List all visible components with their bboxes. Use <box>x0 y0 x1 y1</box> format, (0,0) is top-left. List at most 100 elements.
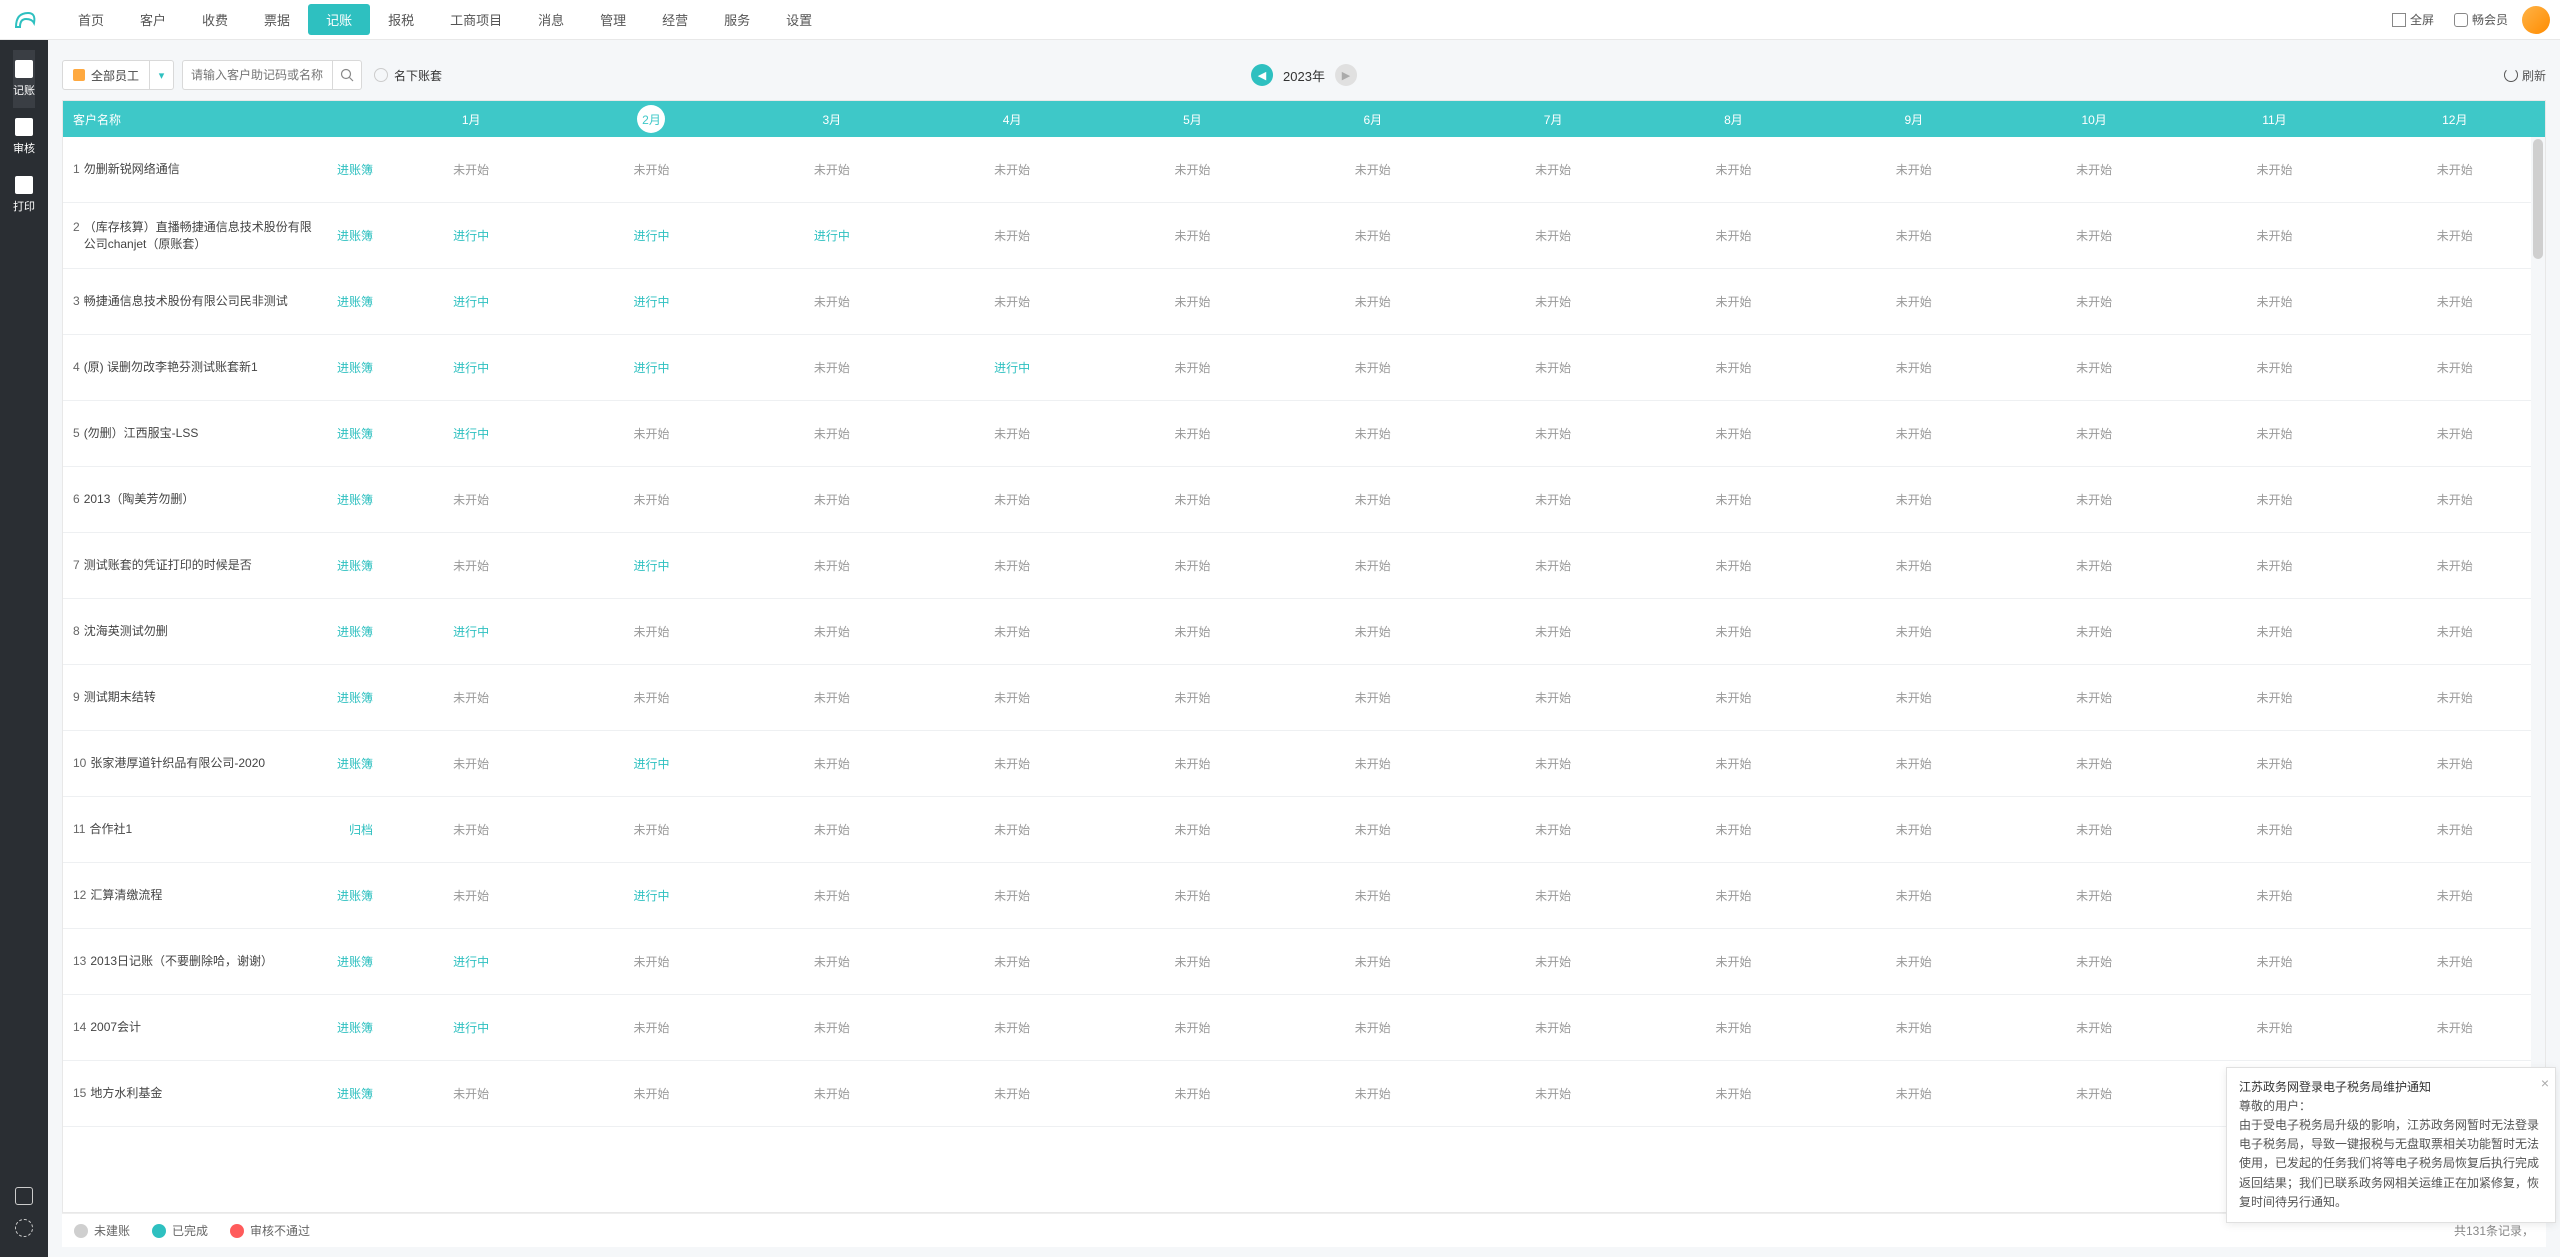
status-cell: 未开始 <box>633 955 669 969</box>
monitor-icon[interactable] <box>15 1187 33 1205</box>
topnav-item-7[interactable]: 消息 <box>520 4 582 35</box>
customer-name: 2007会计 <box>90 1019 141 1036</box>
ledger-link[interactable]: 进账簿 <box>337 425 373 442</box>
year-next-button[interactable]: ▶ <box>1335 64 1357 86</box>
search-button[interactable] <box>332 60 362 90</box>
header-month-3[interactable]: 3月 <box>742 111 922 128</box>
header-month-1[interactable]: 1月 <box>381 111 561 128</box>
status-cell: 未开始 <box>1896 163 1932 177</box>
ledger-link[interactable]: 进账簿 <box>337 1085 373 1102</box>
topnav-item-11[interactable]: 设置 <box>768 4 830 35</box>
ledger-link[interactable]: 进账簿 <box>337 623 373 640</box>
table-row: 5(勿删）江西服宝-LSS进账簿进行中未开始未开始未开始未开始未开始未开始未开始… <box>63 401 2545 467</box>
topnav-item-0[interactable]: 首页 <box>60 4 122 35</box>
topnav-item-1[interactable]: 客户 <box>122 4 184 35</box>
status-cell: 未开始 <box>1715 691 1751 705</box>
row-index: 13 <box>73 953 86 970</box>
status-cell: 未开始 <box>1535 757 1571 771</box>
notice-greeting: 尊敬的用户： <box>2239 1097 2543 1116</box>
status-cell: 进行中 <box>453 229 489 243</box>
customer-name: 地方水利基金 <box>90 1085 162 1102</box>
table-header: 客户名称1月2月3月4月5月6月7月8月9月10月11月12月 <box>63 101 2545 137</box>
topnav-item-4[interactable]: 记账 <box>308 4 370 35</box>
header-month-11[interactable]: 11月 <box>2184 111 2364 128</box>
ledger-link[interactable]: 进账簿 <box>337 887 373 904</box>
status-cell: 未开始 <box>1535 229 1571 243</box>
refresh-button[interactable]: 刷新 <box>2504 67 2546 84</box>
customer-name: 测试账套的凭证打印的时候是否 <box>84 557 252 574</box>
row-index: 5 <box>73 425 80 442</box>
settings-icon[interactable] <box>15 1219 33 1237</box>
customer-name: 2013（陶美芳勿删） <box>84 491 195 508</box>
notice-panel: × 江苏政务网登录电子税务局维护通知 尊敬的用户： 由于受电子税务局升级的影响，… <box>2226 1067 2556 1223</box>
status-cell: 进行中 <box>453 625 489 639</box>
sidebar-item-0[interactable]: 记账 <box>13 50 35 108</box>
header-month-10[interactable]: 10月 <box>2004 111 2184 128</box>
topnav-item-10[interactable]: 服务 <box>706 4 768 35</box>
topnav-item-2[interactable]: 收费 <box>184 4 246 35</box>
my-accounts-checkbox[interactable] <box>374 68 388 82</box>
status-cell: 未开始 <box>2437 625 2473 639</box>
header-month-2[interactable]: 2月 <box>561 111 741 128</box>
header-month-4[interactable]: 4月 <box>922 111 1102 128</box>
ledger-link[interactable]: 进账簿 <box>337 293 373 310</box>
status-cell: 未开始 <box>1174 823 1210 837</box>
header-month-8[interactable]: 8月 <box>1643 111 1823 128</box>
topnav-item-5[interactable]: 报税 <box>370 4 432 35</box>
header-month-12[interactable]: 12月 <box>2365 111 2545 128</box>
year-prev-button[interactable]: ◀ <box>1251 64 1273 86</box>
header-month-9[interactable]: 9月 <box>1824 111 2004 128</box>
status-cell: 未开始 <box>814 823 850 837</box>
fullscreen-label: 全屏 <box>2410 11 2434 28</box>
search-input[interactable] <box>182 60 332 90</box>
refresh-label: 刷新 <box>2522 67 2546 84</box>
refresh-icon <box>2504 68 2518 82</box>
year-label: 2023年 <box>1283 66 1325 85</box>
row-index: 11 <box>73 821 85 838</box>
topnav-item-6[interactable]: 工商项目 <box>432 4 520 35</box>
table-row: 62013（陶美芳勿删）进账簿未开始未开始未开始未开始未开始未开始未开始未开始未… <box>63 467 2545 533</box>
status-cell: 未开始 <box>1715 625 1751 639</box>
status-cell: 未开始 <box>1535 493 1571 507</box>
scrollbar[interactable] <box>2531 137 2545 1212</box>
topnav-item-8[interactable]: 管理 <box>582 4 644 35</box>
sidebar-item-2[interactable]: 打印 <box>13 166 35 224</box>
avatar[interactable] <box>2522 6 2550 34</box>
topnav-item-9[interactable]: 经营 <box>644 4 706 35</box>
ledger-link[interactable]: 进账簿 <box>337 755 373 772</box>
status-cell: 未开始 <box>1535 625 1571 639</box>
sidebar-item-1[interactable]: 审核 <box>13 108 35 166</box>
status-cell: 进行中 <box>633 757 669 771</box>
status-cell: 未开始 <box>2076 889 2112 903</box>
status-cell: 未开始 <box>2256 229 2292 243</box>
ledger-link[interactable]: 进账簿 <box>337 557 373 574</box>
sidebar-label: 审核 <box>13 140 35 156</box>
status-cell: 未开始 <box>2256 823 2292 837</box>
header-month-6[interactable]: 6月 <box>1283 111 1463 128</box>
status-cell: 未开始 <box>633 625 669 639</box>
status-cell: 未开始 <box>1715 955 1751 969</box>
ledger-link[interactable]: 进账簿 <box>337 491 373 508</box>
ledger-link[interactable]: 进账簿 <box>337 689 373 706</box>
header-month-5[interactable]: 5月 <box>1102 111 1282 128</box>
status-cell: 未开始 <box>1896 757 1932 771</box>
ledger-link[interactable]: 归档 <box>349 821 373 838</box>
vip-button[interactable]: 畅会员 <box>2448 9 2514 30</box>
employee-select[interactable]: 全部员工 ▾ <box>62 60 174 90</box>
customer-name: (勿删）江西服宝-LSS <box>84 425 199 442</box>
ledger-link[interactable]: 进账簿 <box>337 953 373 970</box>
notice-close-button[interactable]: × <box>2541 1072 2549 1094</box>
row-index: 3 <box>73 293 80 310</box>
status-cell: 进行中 <box>453 955 489 969</box>
ledger-link[interactable]: 进账簿 <box>337 161 373 178</box>
ledger-link[interactable]: 进账簿 <box>337 1019 373 1036</box>
header-month-7[interactable]: 7月 <box>1463 111 1643 128</box>
ledger-link[interactable]: 进账簿 <box>337 227 373 244</box>
ledger-link[interactable]: 进账簿 <box>337 359 373 376</box>
status-cell: 未开始 <box>1355 229 1391 243</box>
status-cell: 未开始 <box>1715 1021 1751 1035</box>
topnav-item-3[interactable]: 票据 <box>246 4 308 35</box>
fullscreen-button[interactable]: 全屏 <box>2386 9 2440 30</box>
status-cell: 未开始 <box>1896 1087 1932 1101</box>
status-cell: 未开始 <box>2076 1021 2112 1035</box>
